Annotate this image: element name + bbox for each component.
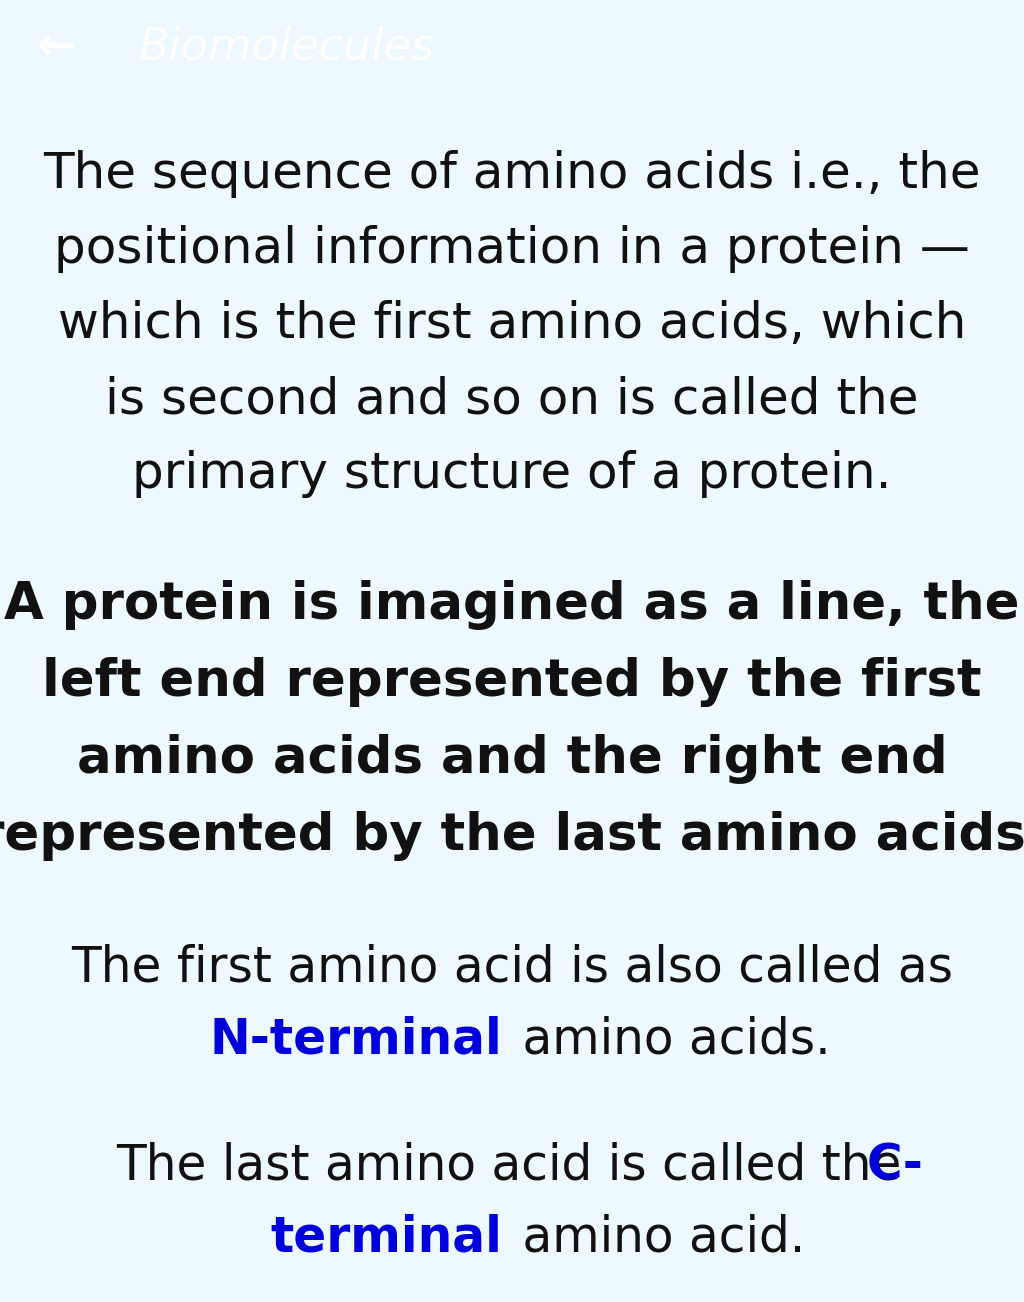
Text: amino acid.: amino acid.: [507, 1213, 805, 1262]
Text: amino acids and the right end: amino acids and the right end: [77, 734, 947, 784]
Text: terminal: terminal: [270, 1213, 502, 1262]
Text: C-: C-: [867, 1142, 924, 1190]
Text: The last amino acid is called the: The last amino acid is called the: [117, 1142, 918, 1190]
Text: represented by the last amino acids.: represented by the last amino acids.: [0, 811, 1024, 861]
Text: left end represented by the first: left end represented by the first: [42, 658, 982, 707]
Text: The first amino acid is also called as: The first amino acid is also called as: [71, 943, 953, 991]
Text: N-terminal: N-terminal: [209, 1016, 502, 1062]
Text: A protein is imagined as a line, the: A protein is imagined as a line, the: [4, 579, 1020, 630]
Text: positional information in a protein —: positional information in a protein —: [54, 225, 970, 273]
Text: which is the first amino acids, which: which is the first amino acids, which: [57, 299, 967, 348]
Text: ←: ←: [37, 25, 76, 70]
Text: Biomolecules: Biomolecules: [138, 26, 435, 69]
Text: is second and so on is called the: is second and so on is called the: [105, 375, 919, 423]
Text: primary structure of a protein.: primary structure of a protein.: [132, 450, 892, 497]
Text: amino acids.: amino acids.: [507, 1016, 830, 1062]
Text: The sequence of amino acids i.e., the: The sequence of amino acids i.e., the: [43, 150, 981, 198]
